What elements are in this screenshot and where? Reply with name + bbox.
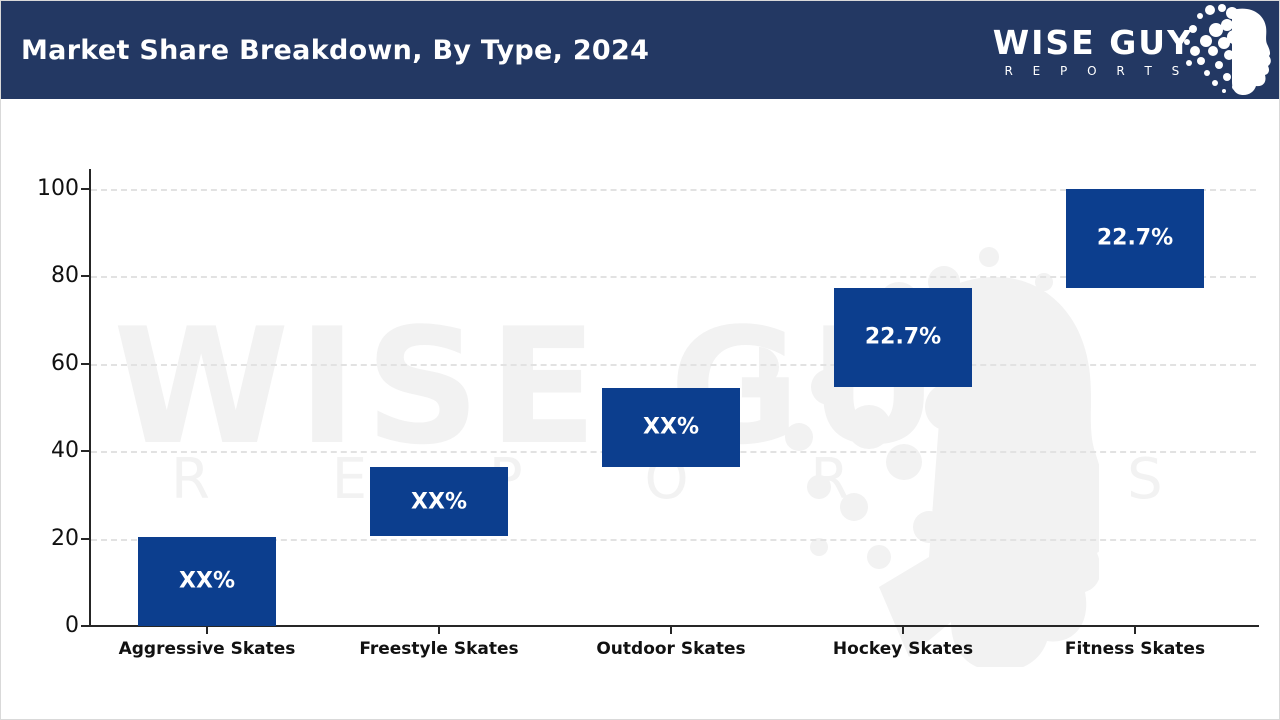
gridline-y60 — [91, 363, 1256, 366]
y-tick-label: 60 — [51, 350, 79, 376]
x-category-label: Fitness Skates — [1064, 639, 1206, 659]
y-tick-mark — [81, 187, 90, 190]
bar-value-label: XX% — [179, 568, 235, 594]
bar-segment — [1066, 188, 1204, 288]
bar-value-label: 22.7% — [1096, 225, 1174, 251]
y-tick-mark — [81, 362, 90, 365]
gridline-y20 — [91, 538, 1256, 541]
y-tick-label: 80 — [51, 263, 79, 288]
y-tick-mark — [81, 275, 90, 277]
x-category-label: Outdoor Skates — [596, 639, 746, 659]
bar-value-label: 22.7% — [864, 324, 942, 350]
brand-head-icon — [1184, 4, 1271, 96]
bar-segment — [834, 287, 972, 388]
bar-segment — [138, 536, 276, 626]
y-tick-mark — [81, 625, 90, 627]
x-tick-mark — [438, 627, 440, 634]
x-category-label: Hockey Skates — [832, 639, 974, 659]
y-tick-mark — [81, 537, 90, 540]
y-tick-label: 40 — [51, 438, 79, 463]
y-tick-label: 0 — [65, 613, 79, 638]
header-bar: Market Share Breakdown, By Type, 2024 WI… — [1, 1, 1279, 99]
y-tick-label: 20 — [51, 525, 79, 551]
y-tick-label: 100 — [37, 175, 79, 201]
bar-segment — [370, 466, 508, 537]
bar-value-label: XX% — [643, 414, 699, 440]
x-category-label: Freestyle Skates — [359, 639, 519, 659]
brand-wordmark: WISE GUY R E P O R T S — [993, 23, 1193, 78]
x-tick-mark — [1134, 627, 1136, 634]
x-axis-line — [89, 625, 1259, 627]
brand-logo: WISE GUY R E P O R T S — [993, 1, 1275, 99]
brand-name-text: WISE GUY — [992, 22, 1193, 62]
gridline-y100 — [91, 188, 1256, 191]
x-tick-mark — [902, 627, 904, 634]
y-axis-line — [89, 169, 91, 627]
chart-area: WISE GUY R E P O R T S — [1, 99, 1279, 719]
page-title: Market Share Breakdown, By Type, 2024 — [21, 34, 650, 66]
bar-value-label: XX% — [411, 489, 467, 515]
x-tick-mark — [670, 627, 672, 634]
brand-subtitle-text: R E P O R T S — [1004, 63, 1188, 78]
y-tick-mark — [81, 450, 90, 452]
x-category-label: Aggressive Skates — [118, 639, 296, 659]
gridline-y80 — [91, 276, 1256, 278]
x-tick-mark — [206, 627, 208, 634]
bar-segment — [602, 387, 740, 467]
